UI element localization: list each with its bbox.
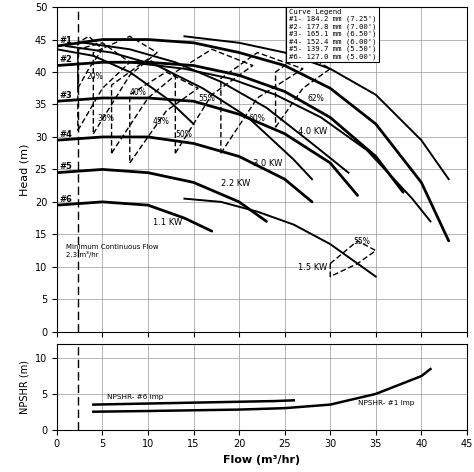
Text: 1.1 KW: 1.1 KW: [153, 218, 182, 227]
Text: 2.2 KW: 2.2 KW: [221, 179, 250, 188]
Text: 55%: 55%: [198, 94, 215, 103]
Text: 4.0 KW: 4.0 KW: [298, 126, 328, 136]
Text: 40%: 40%: [130, 88, 146, 97]
Text: #4: #4: [60, 130, 73, 139]
Text: Minimum Continuous Flow
2.3 m³/hr: Minimum Continuous Flow 2.3 m³/hr: [66, 244, 159, 258]
Text: 45%: 45%: [153, 117, 169, 126]
Y-axis label: Head (m): Head (m): [19, 143, 29, 195]
Text: 20%: 20%: [86, 72, 103, 81]
Text: NPSHR- #1 Imp: NPSHR- #1 Imp: [357, 400, 414, 405]
Text: 62%: 62%: [308, 94, 324, 103]
Text: 1.5 KW: 1.5 KW: [298, 263, 328, 272]
Text: #5: #5: [60, 162, 73, 171]
Text: Curve Legend
#1- 184.2 mm (7.25')
#2- 177.8 mm (7.00')
#3- 165.1 mm (6.50')
#4- : Curve Legend #1- 184.2 mm (7.25') #2- 17…: [289, 8, 376, 59]
Text: 60%: 60%: [248, 114, 265, 123]
Text: 55%: 55%: [353, 237, 370, 246]
Y-axis label: NPSHR (m): NPSHR (m): [19, 360, 29, 414]
Text: #2: #2: [60, 55, 73, 64]
Text: #3: #3: [60, 91, 73, 100]
Text: NPSHR- #6 Imp: NPSHR- #6 Imp: [107, 394, 164, 400]
X-axis label: Flow (m³/hr): Flow (m³/hr): [223, 455, 301, 465]
Text: 30%: 30%: [98, 114, 115, 123]
Text: 50%: 50%: [175, 130, 192, 139]
Text: 3.0 KW: 3.0 KW: [253, 159, 282, 168]
Text: #6: #6: [60, 195, 73, 204]
Text: #1: #1: [60, 36, 73, 45]
Text: 5.5 KW: 5.5 KW: [335, 55, 364, 64]
